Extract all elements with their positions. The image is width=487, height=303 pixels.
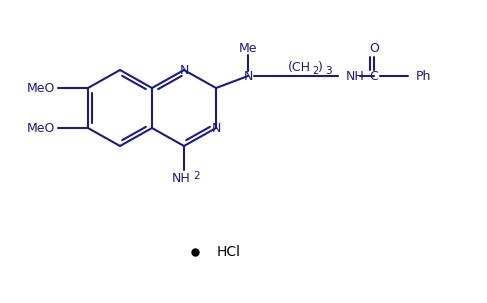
Text: NH: NH: [171, 172, 190, 185]
Text: Ph: Ph: [416, 69, 431, 82]
Text: 2: 2: [312, 66, 318, 76]
Text: N: N: [179, 64, 188, 76]
Text: NH: NH: [346, 69, 365, 82]
Text: N: N: [244, 69, 253, 82]
Text: N: N: [211, 122, 221, 135]
Text: ): ): [318, 62, 323, 75]
Text: 3: 3: [325, 66, 332, 76]
Text: Me: Me: [239, 42, 257, 55]
Text: 2: 2: [193, 171, 200, 181]
Text: HCl: HCl: [217, 245, 241, 259]
Text: C: C: [370, 69, 378, 82]
Text: (CH: (CH: [288, 62, 311, 75]
Text: O: O: [369, 42, 379, 55]
Text: MeO: MeO: [27, 122, 55, 135]
Text: MeO: MeO: [27, 82, 55, 95]
